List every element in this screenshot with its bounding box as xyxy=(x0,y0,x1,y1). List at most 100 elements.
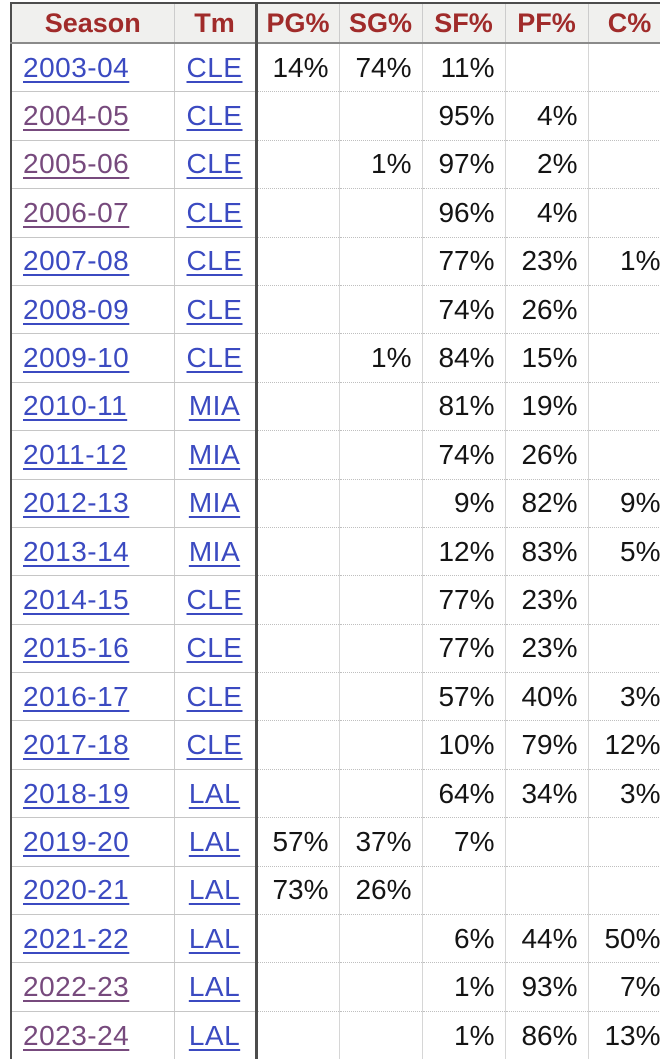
column-header-sg-pct[interactable]: SG% xyxy=(339,3,423,44)
stat-cell-pg-pct xyxy=(256,962,340,1012)
stat-cell-pf-pct xyxy=(505,43,589,93)
season-link[interactable]: 2021-22 xyxy=(23,922,130,954)
stat-cell-sf-pct: 77% xyxy=(422,624,506,674)
season-link[interactable]: 2015-16 xyxy=(23,632,130,664)
team-cell: CLE xyxy=(174,672,258,722)
header-row: Season Tm PG% SG% SF% PF% C% xyxy=(11,3,660,44)
stat-cell-pf-pct: 40% xyxy=(505,672,589,722)
season-link[interactable]: 2018-19 xyxy=(23,777,130,809)
stat-cell-pg-pct xyxy=(256,1011,340,1059)
team-link[interactable]: MIA xyxy=(188,487,241,519)
stat-cell-sg-pct: 26% xyxy=(339,866,423,916)
team-link[interactable]: CLE xyxy=(186,729,243,761)
team-link[interactable]: LAL xyxy=(188,971,241,1003)
stat-cell-pg-pct xyxy=(256,914,340,964)
stat-cell-pg-pct xyxy=(256,720,340,770)
team-link[interactable]: LAL xyxy=(188,874,241,906)
team-cell: CLE xyxy=(174,333,258,383)
column-header-pf-pct[interactable]: PF% xyxy=(505,3,589,44)
stat-cell-pf-pct: 82% xyxy=(505,479,589,528)
stat-cell-sf-pct: 1% xyxy=(422,962,506,1012)
season-link[interactable]: 2019-20 xyxy=(23,825,130,857)
stat-cell-sg-pct xyxy=(339,527,423,577)
season-cell: 2009-10 xyxy=(11,333,175,383)
season-link[interactable]: 2006-07 xyxy=(23,196,130,228)
column-header-c-pct[interactable]: C% xyxy=(588,3,660,44)
stat-cell-sf-pct: 1% xyxy=(422,1011,506,1059)
season-link[interactable]: 2016-17 xyxy=(23,680,130,712)
table-row: 2005-06 CLE 1% 97% 2% xyxy=(11,140,660,190)
team-link[interactable]: MIA xyxy=(188,535,241,567)
season-link[interactable]: 2017-18 xyxy=(23,729,130,761)
team-link[interactable]: CLE xyxy=(186,148,243,180)
stat-cell-c-pct: 9% xyxy=(588,479,660,528)
stat-cell-sf-pct: 9% xyxy=(422,479,506,528)
season-cell: 2016-17 xyxy=(11,672,175,722)
season-cell: 2004-05 xyxy=(11,91,175,141)
season-link[interactable]: 2011-12 xyxy=(23,438,128,470)
team-link[interactable]: MIA xyxy=(188,438,241,470)
season-link[interactable]: 2008-09 xyxy=(23,293,130,325)
table-row: 2022-23 LAL 1% 93% 7% xyxy=(11,962,660,1012)
stat-cell-sf-pct: 84% xyxy=(422,333,506,383)
season-cell: 2007-08 xyxy=(11,237,175,286)
positions-by-season-table: Season Tm PG% SG% SF% PF% C% 2003-04 CLE 1… xyxy=(10,2,660,1059)
season-link[interactable]: 2020-21 xyxy=(23,874,130,906)
column-header-season[interactable]: Season xyxy=(11,3,175,44)
team-link[interactable]: LAL xyxy=(188,825,241,857)
season-link[interactable]: 2013-14 xyxy=(23,535,130,567)
stat-cell-pf-pct: 23% xyxy=(505,237,589,286)
stat-cell-sg-pct xyxy=(339,430,423,480)
season-cell: 2022-23 xyxy=(11,962,175,1012)
team-link[interactable]: CLE xyxy=(186,196,243,228)
column-header-sf-pct[interactable]: SF% xyxy=(422,3,506,44)
season-cell: 2017-18 xyxy=(11,720,175,770)
season-link[interactable]: 2010-11 xyxy=(23,390,128,422)
season-link[interactable]: 2003-04 xyxy=(23,51,130,83)
stat-cell-sf-pct: 77% xyxy=(422,575,506,625)
stat-cell-c-pct: 1% xyxy=(588,237,660,286)
team-link[interactable]: LAL xyxy=(188,922,241,954)
season-link[interactable]: 2023-24 xyxy=(23,1019,130,1051)
season-link[interactable]: 2022-23 xyxy=(23,971,130,1003)
table-row: 2020-21 LAL 73% 26% xyxy=(11,866,660,916)
team-link[interactable]: CLE xyxy=(186,245,243,277)
stat-cell-c-pct xyxy=(588,866,660,916)
team-cell: MIA xyxy=(174,430,258,480)
stat-cell-sg-pct xyxy=(339,720,423,770)
team-link[interactable]: CLE xyxy=(186,100,243,132)
team-link[interactable]: CLE xyxy=(186,632,243,664)
team-link[interactable]: CLE xyxy=(186,51,243,83)
team-link[interactable]: LAL xyxy=(188,777,241,809)
stat-cell-sg-pct xyxy=(339,962,423,1012)
stat-cell-pf-pct: 44% xyxy=(505,914,589,964)
team-link[interactable]: MIA xyxy=(188,390,241,422)
table-row: 2009-10 CLE 1% 84% 15% xyxy=(11,333,660,383)
team-link[interactable]: LAL xyxy=(188,1019,241,1051)
season-link[interactable]: 2012-13 xyxy=(23,487,130,519)
stat-cell-pg-pct xyxy=(256,188,340,238)
table-body: 2003-04 CLE 14% 74% 11% 2004-05 CLE 95% 4% 2005-0… xyxy=(11,43,660,1059)
season-link[interactable]: 2005-06 xyxy=(23,148,130,180)
stat-cell-pf-pct: 23% xyxy=(505,624,589,674)
column-header-team[interactable]: Tm xyxy=(174,3,258,44)
team-cell: LAL xyxy=(174,1011,258,1059)
stat-cell-c-pct: 5% xyxy=(588,527,660,577)
stat-cell-pg-pct xyxy=(256,140,340,190)
season-link[interactable]: 2004-05 xyxy=(23,100,130,132)
season-link[interactable]: 2009-10 xyxy=(23,342,130,374)
team-link[interactable]: CLE xyxy=(186,680,243,712)
season-link[interactable]: 2007-08 xyxy=(23,245,130,277)
stat-cell-pg-pct xyxy=(256,382,340,432)
column-header-pg-pct[interactable]: PG% xyxy=(256,3,340,44)
stat-cell-c-pct xyxy=(588,285,660,335)
team-link[interactable]: CLE xyxy=(186,293,243,325)
season-link[interactable]: 2014-15 xyxy=(23,583,130,615)
team-link[interactable]: CLE xyxy=(186,342,243,374)
stat-cell-c-pct xyxy=(588,91,660,141)
stat-cell-pg-pct xyxy=(256,575,340,625)
team-link[interactable]: CLE xyxy=(186,583,243,615)
stat-cell-sg-pct xyxy=(339,1011,423,1059)
stat-cell-pf-pct: 79% xyxy=(505,720,589,770)
